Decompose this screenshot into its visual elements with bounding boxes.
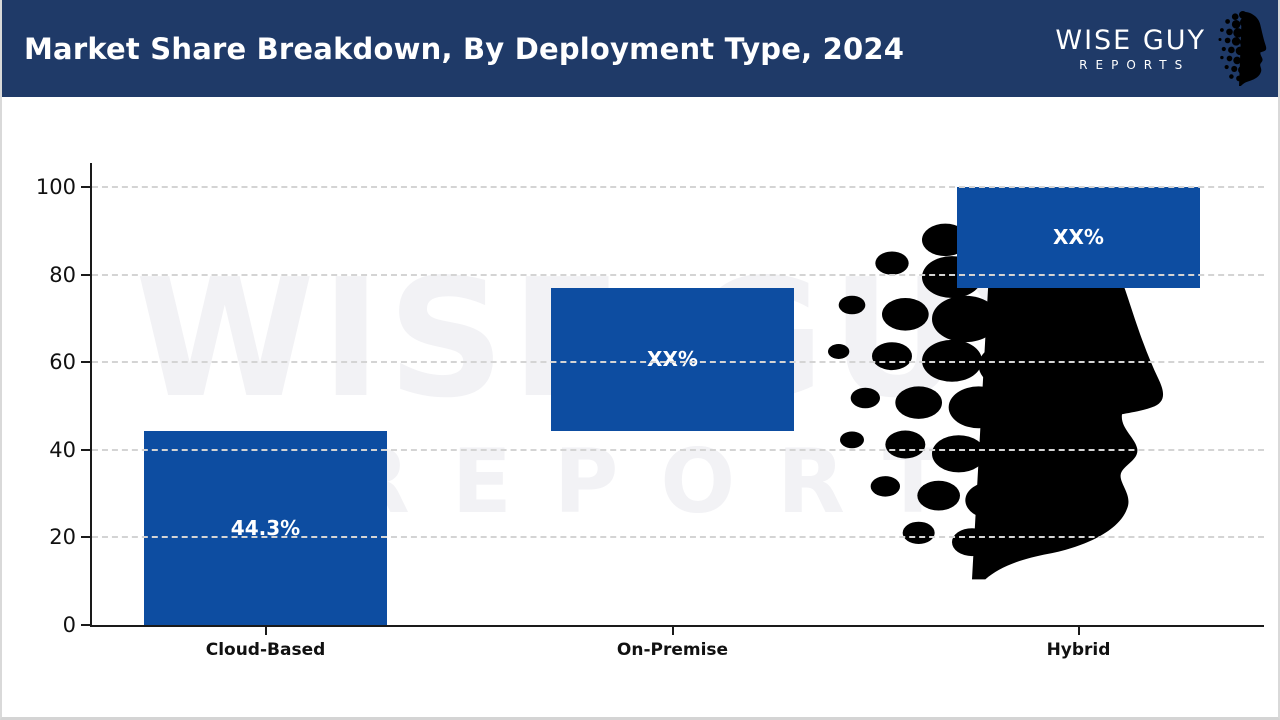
x-axis-category-label: Hybrid: [1046, 640, 1111, 660]
y-axis-tick: [81, 624, 90, 626]
y-axis-tick: [81, 361, 90, 364]
chart-header: Market Share Breakdown, By Deployment Ty…: [2, 0, 1278, 97]
bar-value-label: 44.3%: [230, 515, 301, 540]
gridline-60: [92, 361, 1264, 364]
y-axis-tick: [81, 536, 90, 539]
y-tick-label: 0: [62, 613, 76, 637]
y-axis-line: [90, 163, 92, 627]
bar-value-label: XX%: [1053, 225, 1104, 250]
bar-segment-on-premise: XX%: [551, 287, 794, 431]
y-axis-tick: [81, 273, 90, 276]
gridline-20: [92, 536, 1264, 539]
x-axis-tick: [671, 627, 674, 635]
wiseguy-head-icon: [1218, 10, 1267, 86]
y-tick-label: 40: [49, 437, 76, 462]
x-axis-category-label: On-Premise: [616, 640, 729, 660]
logo-reports-label: REPORTS: [1079, 57, 1191, 72]
x-axis-tick: [264, 627, 267, 635]
gridline-80: [92, 273, 1264, 276]
wiseguy-logo: WISE GUY REPORTS: [1055, 10, 1268, 87]
gridline-100: [92, 186, 1264, 188]
y-tick-label: 20: [49, 525, 76, 550]
y-axis-tick: [81, 448, 90, 451]
x-axis-category-label: Cloud-Based: [205, 640, 326, 660]
bar-segment-cloud-based: 44.3%: [144, 430, 387, 625]
logo-text: WISE GUY REPORTS: [1055, 27, 1206, 71]
y-tick-label: 60: [49, 350, 76, 375]
bar-value-label: XX%: [647, 347, 698, 372]
y-tick-label: 100: [35, 175, 76, 199]
gridline-40: [92, 448, 1264, 451]
y-tick-label: 80: [49, 262, 76, 287]
x-axis-line: [90, 625, 1264, 627]
y-axis-tick: [81, 186, 90, 188]
logo-brand-name: WISE GUY: [1055, 24, 1206, 56]
x-axis-tick: [1077, 627, 1080, 635]
page-title: Market Share Breakdown, By Deployment Ty…: [24, 31, 905, 66]
